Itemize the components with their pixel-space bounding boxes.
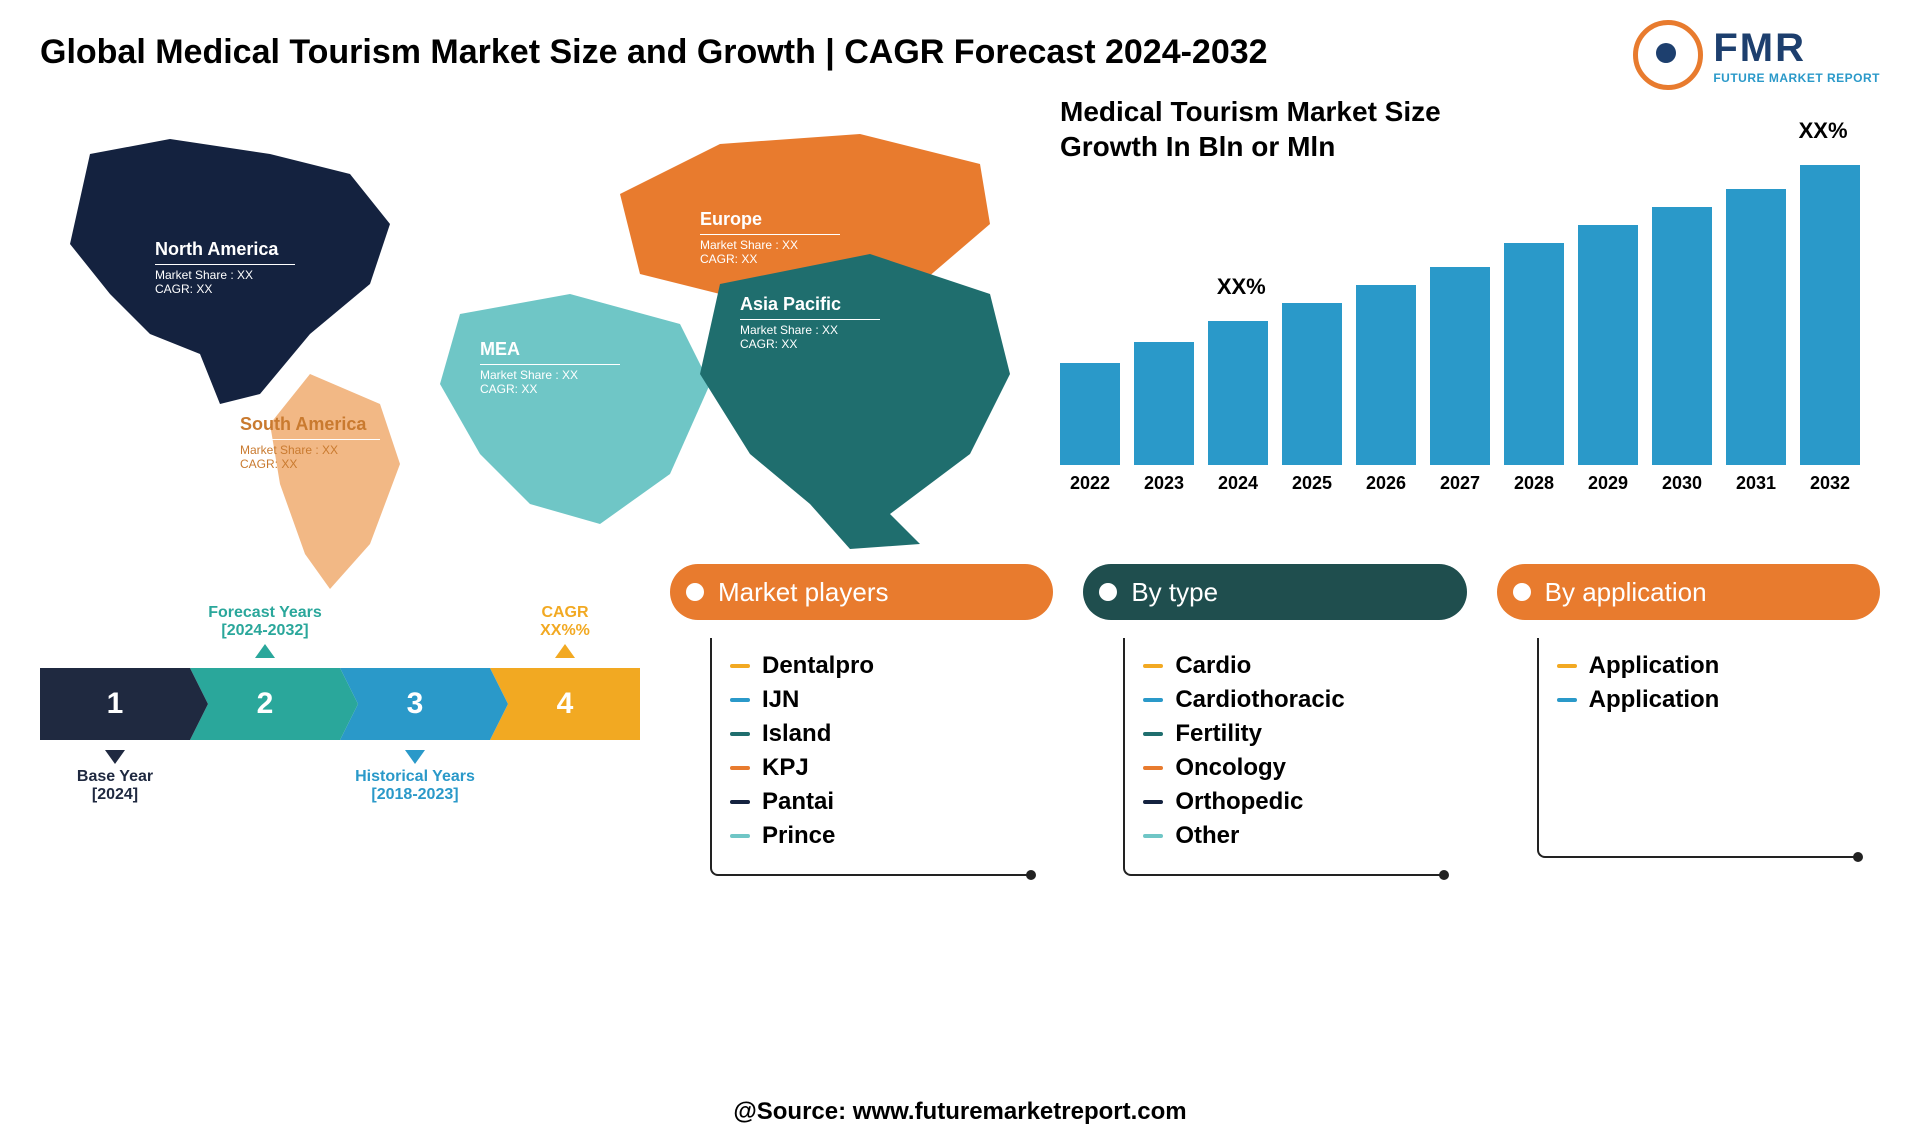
region-label-north_america: North AmericaMarket Share : XXCAGR: XX bbox=[155, 239, 295, 296]
list-item: Oncology bbox=[1143, 754, 1443, 782]
list-item: Island bbox=[730, 720, 1030, 748]
list-item: Orthopedic bbox=[1143, 788, 1443, 816]
segment-header: Market players bbox=[670, 564, 1053, 620]
list-item: Prince bbox=[730, 822, 1030, 850]
region-label-south_america: South AmericaMarket Share : XXCAGR: XX bbox=[240, 414, 380, 471]
timeline: Forecast Years[2024-2032]CAGRXX%%1234Bas… bbox=[40, 564, 640, 804]
list-item: Dentalpro bbox=[730, 652, 1030, 680]
growth-bar-chart: Medical Tourism Market Size Growth In Bl… bbox=[1060, 94, 1880, 534]
bar-2024: 2024 bbox=[1208, 321, 1268, 494]
timeline-cell-2: 2 bbox=[190, 668, 340, 740]
logo-text-small: FUTURE MARKET REPORT bbox=[1713, 71, 1880, 85]
bar-annotation: XX% bbox=[1217, 274, 1266, 300]
brand-logo: FMR FUTURE MARKET REPORT bbox=[1633, 20, 1880, 90]
region-south_america bbox=[250, 374, 420, 594]
world-map: North AmericaMarket Share : XXCAGR: XX So… bbox=[40, 94, 1020, 534]
bar-2031: 2031 bbox=[1726, 189, 1786, 494]
bar-annotation: XX% bbox=[1799, 118, 1848, 144]
bar-2026: 2026 bbox=[1356, 285, 1416, 494]
bar-2023: 2023 bbox=[1134, 342, 1194, 494]
chart-title: Medical Tourism Market Size Growth In Bl… bbox=[1060, 94, 1480, 164]
region-label-mea: MEAMarket Share : XXCAGR: XX bbox=[480, 339, 620, 396]
list-item: Application bbox=[1557, 686, 1857, 714]
region-label-asia_pacific: Asia PacificMarket Share : XXCAGR: XX bbox=[740, 294, 880, 351]
list-item: Other bbox=[1143, 822, 1443, 850]
list-item: Cardio bbox=[1143, 652, 1443, 680]
list-item: Fertility bbox=[1143, 720, 1443, 748]
bar-2027: 2027 bbox=[1430, 267, 1490, 494]
list-item: Application bbox=[1557, 652, 1857, 680]
logo-icon bbox=[1633, 20, 1703, 90]
timeline-cell-4: 4 bbox=[490, 668, 640, 740]
segment-column: By application Application Application bbox=[1497, 564, 1880, 858]
timeline-cell-3: 3 bbox=[340, 668, 490, 740]
segment-column: Market players Dentalpro IJN Island KPJ Panta… bbox=[670, 564, 1053, 876]
list-item: IJN bbox=[730, 686, 1030, 714]
source-attribution: @Source: www.futuremarketreport.com bbox=[0, 1098, 1920, 1126]
bar-2029: 2029 bbox=[1578, 225, 1638, 494]
timeline-cell-1: 1 bbox=[40, 668, 190, 740]
list-item: Pantai bbox=[730, 788, 1030, 816]
logo-text-big: FMR bbox=[1713, 26, 1880, 71]
bar-2025: 2025 bbox=[1282, 303, 1342, 494]
page-title: Global Medical Tourism Market Size and G… bbox=[40, 30, 1440, 74]
list-item: KPJ bbox=[730, 754, 1030, 782]
list-item: Cardiothoracic bbox=[1143, 686, 1443, 714]
bar-2030: 2030 bbox=[1652, 207, 1712, 494]
segment-header: By application bbox=[1497, 564, 1880, 620]
segment-header: By type bbox=[1083, 564, 1466, 620]
segment-column: By type Cardio Cardiothoracic Fertility Onco… bbox=[1083, 564, 1466, 876]
bar-2028: 2028 bbox=[1504, 243, 1564, 494]
bar-2032: 2032 bbox=[1800, 165, 1860, 494]
region-mea bbox=[420, 294, 720, 534]
bar-2022: 2022 bbox=[1060, 363, 1120, 494]
